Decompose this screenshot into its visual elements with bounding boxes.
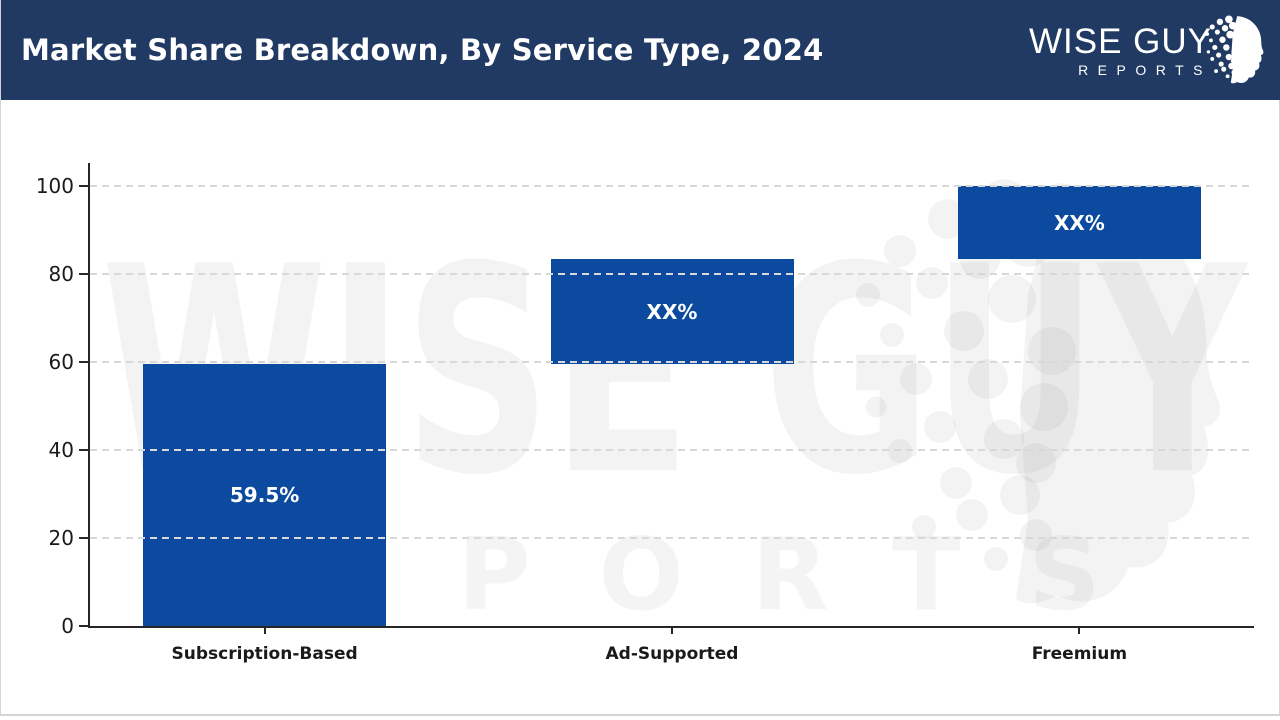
y-tick-label: 0 xyxy=(61,614,74,638)
gridline-40 xyxy=(90,449,1254,451)
gridline-20 xyxy=(90,537,1254,539)
y-tick-label: 40 xyxy=(48,438,74,462)
chart-title: Market Share Breakdown, By Service Type,… xyxy=(21,33,824,67)
x-category-label: Ad-Supported xyxy=(605,644,739,664)
y-tick-80 xyxy=(79,273,88,275)
bar-value-label: 59.5% xyxy=(229,483,300,508)
bar-freemium: XX% xyxy=(957,186,1201,260)
y-axis-line xyxy=(88,163,90,628)
x-tick-2 xyxy=(1078,626,1081,634)
y-tick-100 xyxy=(79,185,88,187)
x-tick-1 xyxy=(671,626,673,634)
dotted-face-icon xyxy=(1205,15,1264,84)
logo-text: WISE GUY REPORTS xyxy=(1029,24,1212,77)
bar-value-label: XX% xyxy=(646,299,698,324)
y-tick-label: 100 xyxy=(35,174,74,198)
y-tick-label: 20 xyxy=(48,526,74,550)
header-band: Market Share Breakdown, By Service Type,… xyxy=(1,0,1280,100)
x-category-label: Subscription-Based xyxy=(171,644,358,664)
logo-subtitle: REPORTS xyxy=(1078,61,1212,78)
x-category-label: Freemium xyxy=(1031,644,1128,664)
gridline-80 xyxy=(90,273,1254,275)
y-tick-label: 60 xyxy=(48,350,74,374)
wise-guy-reports-logo: WISE GUY REPORTS xyxy=(1029,14,1280,86)
gridline-60 xyxy=(90,361,1254,363)
plot-area: 0 20 40 60 80 100 59.5% Subscription-Based XX% Ad… xyxy=(36,163,1254,664)
y-tick-0 xyxy=(79,625,88,627)
y-tick-60 xyxy=(79,361,88,363)
bar-ad-supported: XX% xyxy=(550,259,794,365)
bar-subscription-based: 59.5% xyxy=(143,364,387,626)
y-tick-20 xyxy=(79,537,88,539)
y-tick-40 xyxy=(79,449,88,451)
gridline-100 xyxy=(90,185,1254,187)
bar-value-label: XX% xyxy=(1053,210,1105,235)
x-tick-0 xyxy=(263,626,266,634)
logo-wordmark: WISE GUY xyxy=(1028,21,1212,61)
y-tick-label: 80 xyxy=(48,262,74,286)
